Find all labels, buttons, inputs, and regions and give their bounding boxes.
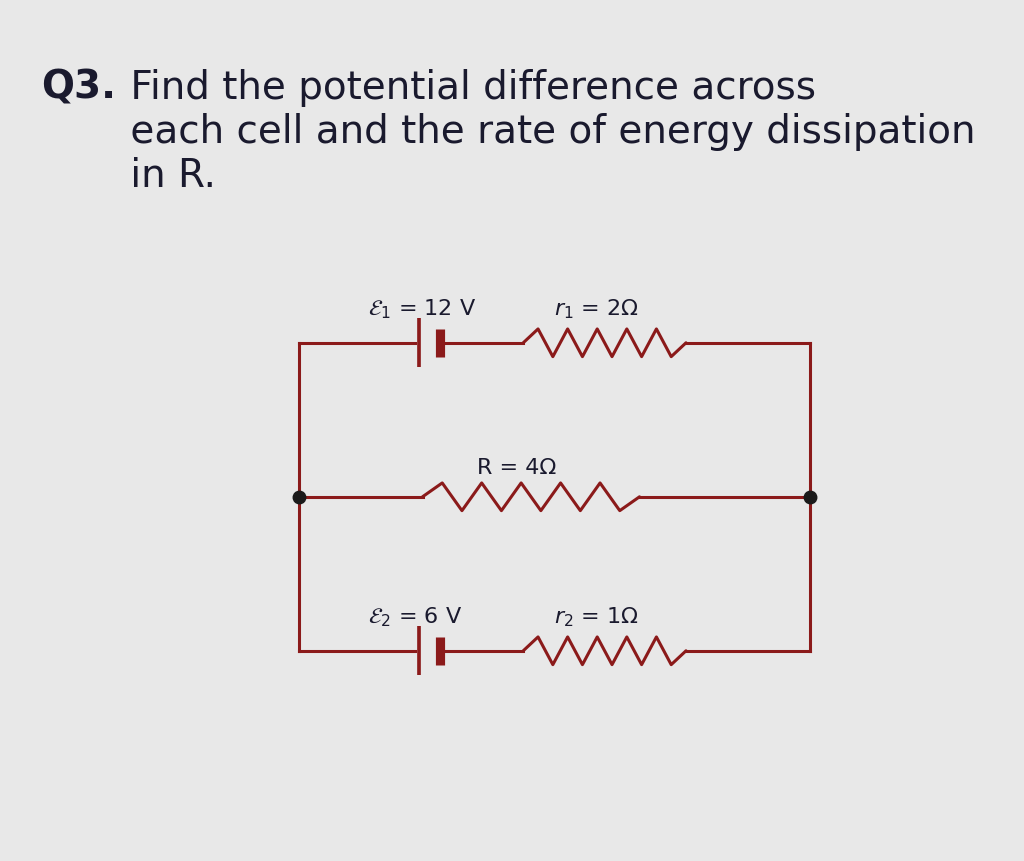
- Text: $\mathcal{E}_1$ = 12 V: $\mathcal{E}_1$ = 12 V: [369, 298, 476, 321]
- Text: $r_2$ = 1Ω: $r_2$ = 1Ω: [554, 605, 639, 629]
- Text: R = 4Ω: R = 4Ω: [477, 457, 556, 478]
- Text: Find the potential difference across
 each cell and the rate of energy dissipati: Find the potential difference across eac…: [118, 69, 975, 195]
- Text: Q3.: Q3.: [41, 69, 116, 107]
- Text: $r_1$ = 2Ω: $r_1$ = 2Ω: [554, 298, 639, 321]
- Text: $\mathcal{E}_2$ = 6 V: $\mathcal{E}_2$ = 6 V: [369, 605, 462, 629]
